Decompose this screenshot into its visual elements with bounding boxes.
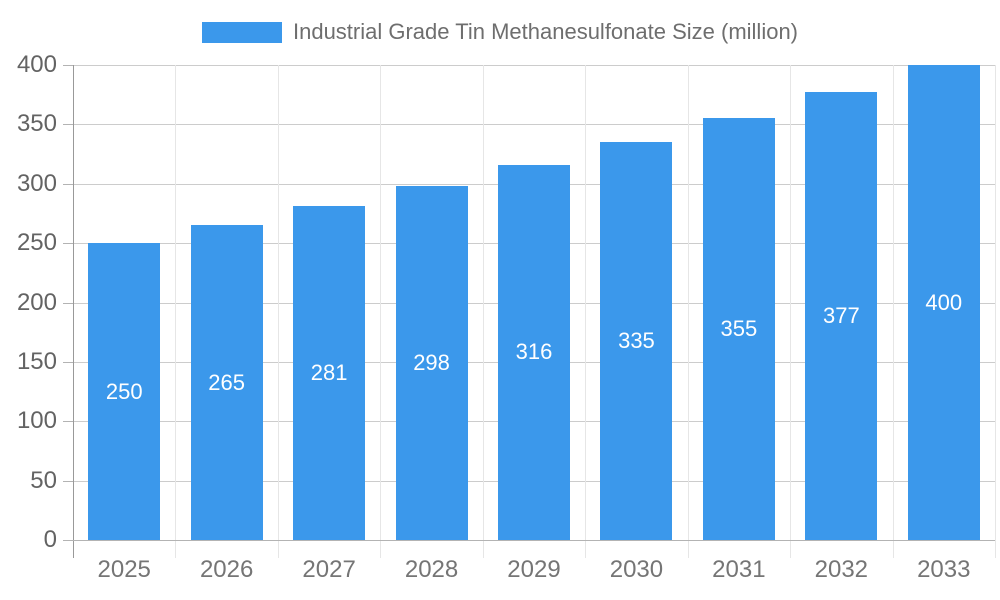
gridline-v — [892, 65, 894, 558]
y-axis-label: 150 — [16, 347, 57, 375]
x-axis-label-2028: 2028 — [404, 556, 459, 583]
bar-2025[interactable]: 250 — [88, 243, 161, 540]
bar-2028[interactable]: 298 — [395, 186, 468, 540]
bar-value-label: 316 — [515, 339, 553, 365]
gridline-v — [380, 65, 382, 558]
gridline-v — [175, 65, 177, 558]
x-axis-label-2033: 2033 — [917, 556, 971, 583]
x-axis-line — [73, 540, 995, 541]
bar-2033[interactable]: 400 — [907, 65, 980, 540]
x-axis-label-2027: 2027 — [302, 556, 356, 583]
bar-value-label: 250 — [105, 378, 143, 404]
bar-2027[interactable]: 281 — [293, 206, 366, 540]
y-axis-label: 250 — [16, 229, 57, 257]
y-axis-label: 400 — [16, 51, 57, 78]
y-tick — [63, 183, 73, 185]
y-axis-label: 300 — [16, 169, 57, 197]
gridline-h — [73, 124, 995, 126]
y-axis-label: 0 — [43, 526, 57, 553]
gridline-v — [585, 65, 587, 558]
bar-2031[interactable]: 355 — [702, 118, 775, 540]
legend-label: Industrial Grade Tin Methanesulfonate Si… — [292, 19, 799, 44]
y-tick — [63, 540, 73, 541]
x-axis-label-2029: 2029 — [507, 556, 561, 583]
bar-value-label: 377 — [822, 303, 860, 329]
bar-value-label: 335 — [618, 328, 655, 354]
gridline-v — [482, 65, 484, 558]
y-axis-label: 200 — [16, 288, 57, 316]
x-axis-label-2030: 2030 — [609, 556, 664, 583]
bar-value-label: 281 — [310, 360, 348, 386]
y-tick — [63, 361, 73, 363]
bar-value-label: 265 — [208, 369, 246, 395]
bar-value-label: 355 — [720, 316, 758, 342]
gridline-v — [277, 65, 279, 558]
y-tick — [63, 421, 73, 423]
bar-value-label: 400 — [925, 289, 963, 315]
bar-2026[interactable]: 265 — [190, 225, 263, 540]
y-tick — [63, 65, 73, 66]
x-axis-label-2025: 2025 — [97, 556, 151, 583]
bar-2032[interactable]: 377 — [805, 92, 878, 540]
x-axis-label-2031: 2031 — [712, 556, 766, 583]
plot-area: 250 265 281 298 316 335 355 377 400 — [73, 65, 996, 558]
x-axis-label-2032: 2032 — [814, 556, 869, 583]
bar-2030[interactable]: 335 — [600, 142, 673, 540]
bar-value-label: 298 — [413, 350, 450, 376]
x-axis-label-2026: 2026 — [199, 556, 254, 583]
bar-2029[interactable]: 316 — [498, 164, 570, 540]
gridline-h — [73, 65, 995, 66]
y-tick — [63, 480, 73, 482]
y-axis-line — [73, 65, 74, 558]
gridline-v — [995, 65, 996, 558]
y-axis-label: 350 — [16, 110, 57, 138]
y-tick — [63, 243, 73, 245]
gridline-v — [687, 65, 689, 558]
y-tick — [63, 124, 73, 126]
gridline-v — [790, 65, 792, 558]
y-axis-label: 100 — [16, 407, 57, 435]
legend-swatch — [201, 21, 282, 43]
legend: Industrial Grade Tin Methanesulfonate Si… — [0, 17, 1000, 47]
y-axis-label: 50 — [30, 466, 57, 494]
y-tick — [63, 302, 73, 304]
